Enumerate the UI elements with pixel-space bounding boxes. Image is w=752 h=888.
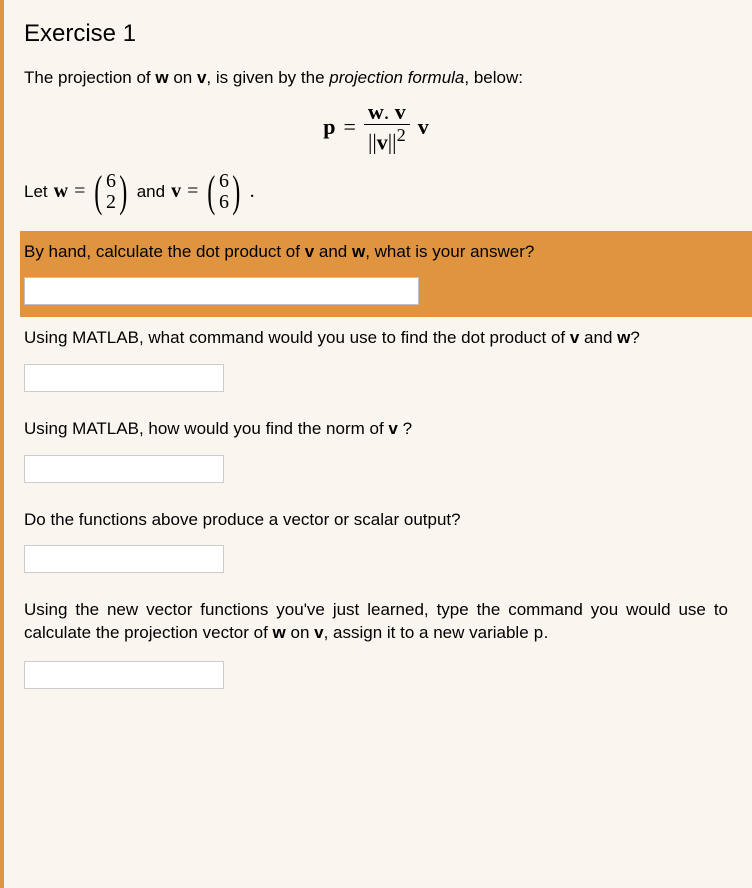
formula-equals: =	[343, 114, 355, 140]
q2-text: Using MATLAB, what command would you use…	[24, 327, 728, 350]
q5-post: .	[544, 623, 549, 642]
q1-and: and	[314, 242, 352, 261]
q2-block: Using MATLAB, what command would you use…	[24, 327, 728, 392]
q3-post: ?	[398, 419, 412, 438]
q5-block: Using the new vector functions you've ju…	[24, 599, 728, 689]
q5-input[interactable]	[24, 661, 224, 689]
let-eq1: =	[74, 180, 85, 203]
formula-p: p	[323, 114, 335, 140]
formula-trail-v: v	[418, 114, 429, 140]
intro-w: w	[155, 68, 168, 87]
q1-answer-area	[20, 273, 752, 317]
q2-input[interactable]	[24, 364, 224, 392]
v-top: 6	[219, 171, 229, 192]
formula-den-v: v	[377, 130, 388, 155]
q3-input[interactable]	[24, 455, 224, 483]
let-v: v	[171, 180, 181, 203]
intro-v: v	[197, 68, 206, 87]
q3-pre: Using MATLAB, how would you find the nor…	[24, 419, 388, 438]
q1-pre: By hand, calculate the dot product of	[24, 242, 305, 261]
q5-p: p	[533, 625, 543, 644]
q4-block: Do the functions above produce a vector …	[24, 509, 728, 574]
q5-text: Using the new vector functions you've ju…	[24, 599, 728, 647]
intro-text: The projection of w on v, is given by th…	[24, 68, 728, 88]
q2-post: ?	[630, 328, 639, 347]
formula-fraction: w. v ||v||2	[364, 100, 410, 155]
q3-block: Using MATLAB, how would you find the nor…	[24, 418, 728, 483]
q3-v: v	[388, 419, 397, 438]
let-dot: .	[250, 180, 255, 203]
q2-v: v	[570, 328, 579, 347]
formula-num-v: v	[395, 99, 406, 124]
intro-mid1: on	[169, 68, 197, 87]
intro-post: , below:	[464, 68, 523, 87]
exercise-page: Exercise 1 The projection of w on v, is …	[0, 0, 752, 888]
w-top: 6	[106, 171, 116, 192]
q1-post: , what is your answer?	[365, 242, 534, 261]
q2-and: and	[579, 328, 617, 347]
projection-formula: p = w. v ||v||2 v	[24, 100, 728, 155]
q4-text: Do the functions above produce a vector …	[24, 509, 728, 532]
intro-formula-term: projection formula	[329, 68, 464, 87]
intro-mid2: , is given by the	[206, 68, 329, 87]
q1-v: v	[305, 242, 314, 261]
let-label: Let	[24, 182, 48, 202]
formula-num-w: w	[368, 99, 384, 124]
q2-w: w	[617, 328, 630, 347]
q2-pre: Using MATLAB, what command would you use…	[24, 328, 570, 347]
w-vector: ( 6 2 )	[91, 171, 130, 213]
formula-den-bars-l: ||	[368, 130, 377, 155]
q1-w: w	[352, 242, 365, 261]
q4-input[interactable]	[24, 545, 224, 573]
q5-on: on	[286, 623, 314, 642]
formula-den-sq: 2	[397, 125, 406, 145]
q5-v: v	[314, 623, 323, 642]
q5-w: w	[273, 623, 286, 642]
formula-den-bars-r: ||	[388, 130, 397, 155]
q3-text: Using MATLAB, how would you find the nor…	[24, 418, 728, 441]
v-bot: 6	[219, 192, 229, 213]
v-vector: ( 6 6 )	[204, 171, 243, 213]
let-and: and	[137, 182, 165, 202]
q1-input[interactable]	[24, 277, 419, 305]
w-bot: 2	[106, 192, 116, 213]
let-w: w	[54, 180, 68, 203]
q1-text: By hand, calculate the dot product of v …	[24, 241, 746, 264]
let-row: Let w = ( 6 2 ) and v = ( 6 6 ) .	[24, 171, 728, 213]
exercise-title: Exercise 1	[24, 20, 728, 48]
intro-pre: The projection of	[24, 68, 155, 87]
formula-num-dot: .	[384, 99, 390, 124]
q5-mid: , assign it to a new variable	[324, 623, 534, 642]
q1-highlight: By hand, calculate the dot product of v …	[20, 231, 752, 274]
let-eq2: =	[187, 180, 198, 203]
